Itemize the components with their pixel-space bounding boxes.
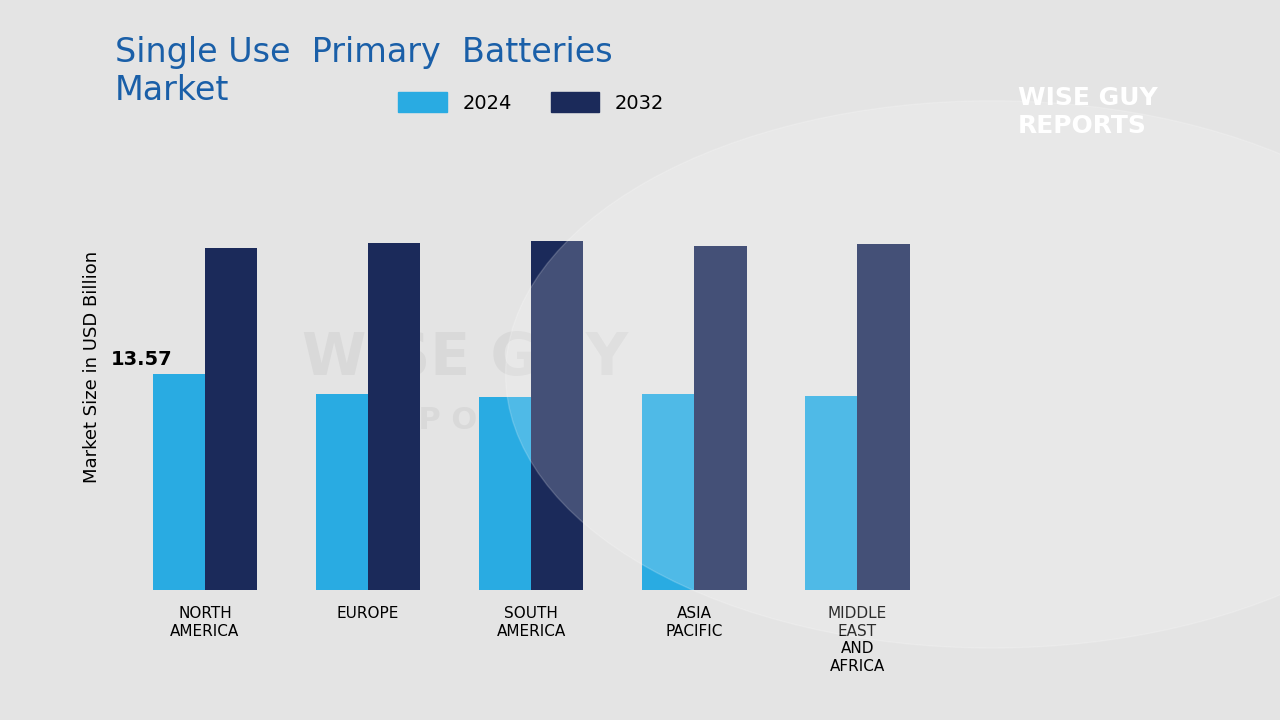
Bar xyxy=(369,243,420,590)
Bar xyxy=(694,246,746,590)
Bar xyxy=(531,241,584,590)
Text: WISE GUY: WISE GUY xyxy=(302,330,627,387)
Bar xyxy=(643,395,694,590)
Text: R E P O R T S: R E P O R T S xyxy=(353,406,576,436)
Bar xyxy=(316,395,369,590)
Text: 13.57: 13.57 xyxy=(110,350,173,369)
Bar xyxy=(858,245,910,590)
Y-axis label: Market Size in USD Billion: Market Size in USD Billion xyxy=(83,251,101,483)
Legend: 2024, 2032: 2024, 2032 xyxy=(389,82,673,122)
Bar xyxy=(152,374,205,590)
Text: WISE GUY
REPORTS: WISE GUY REPORTS xyxy=(1018,86,1157,138)
Text: Single Use  Primary  Batteries
Market: Single Use Primary Batteries Market xyxy=(115,36,613,107)
Bar xyxy=(205,248,257,590)
Bar xyxy=(479,397,531,590)
Bar xyxy=(805,396,858,590)
